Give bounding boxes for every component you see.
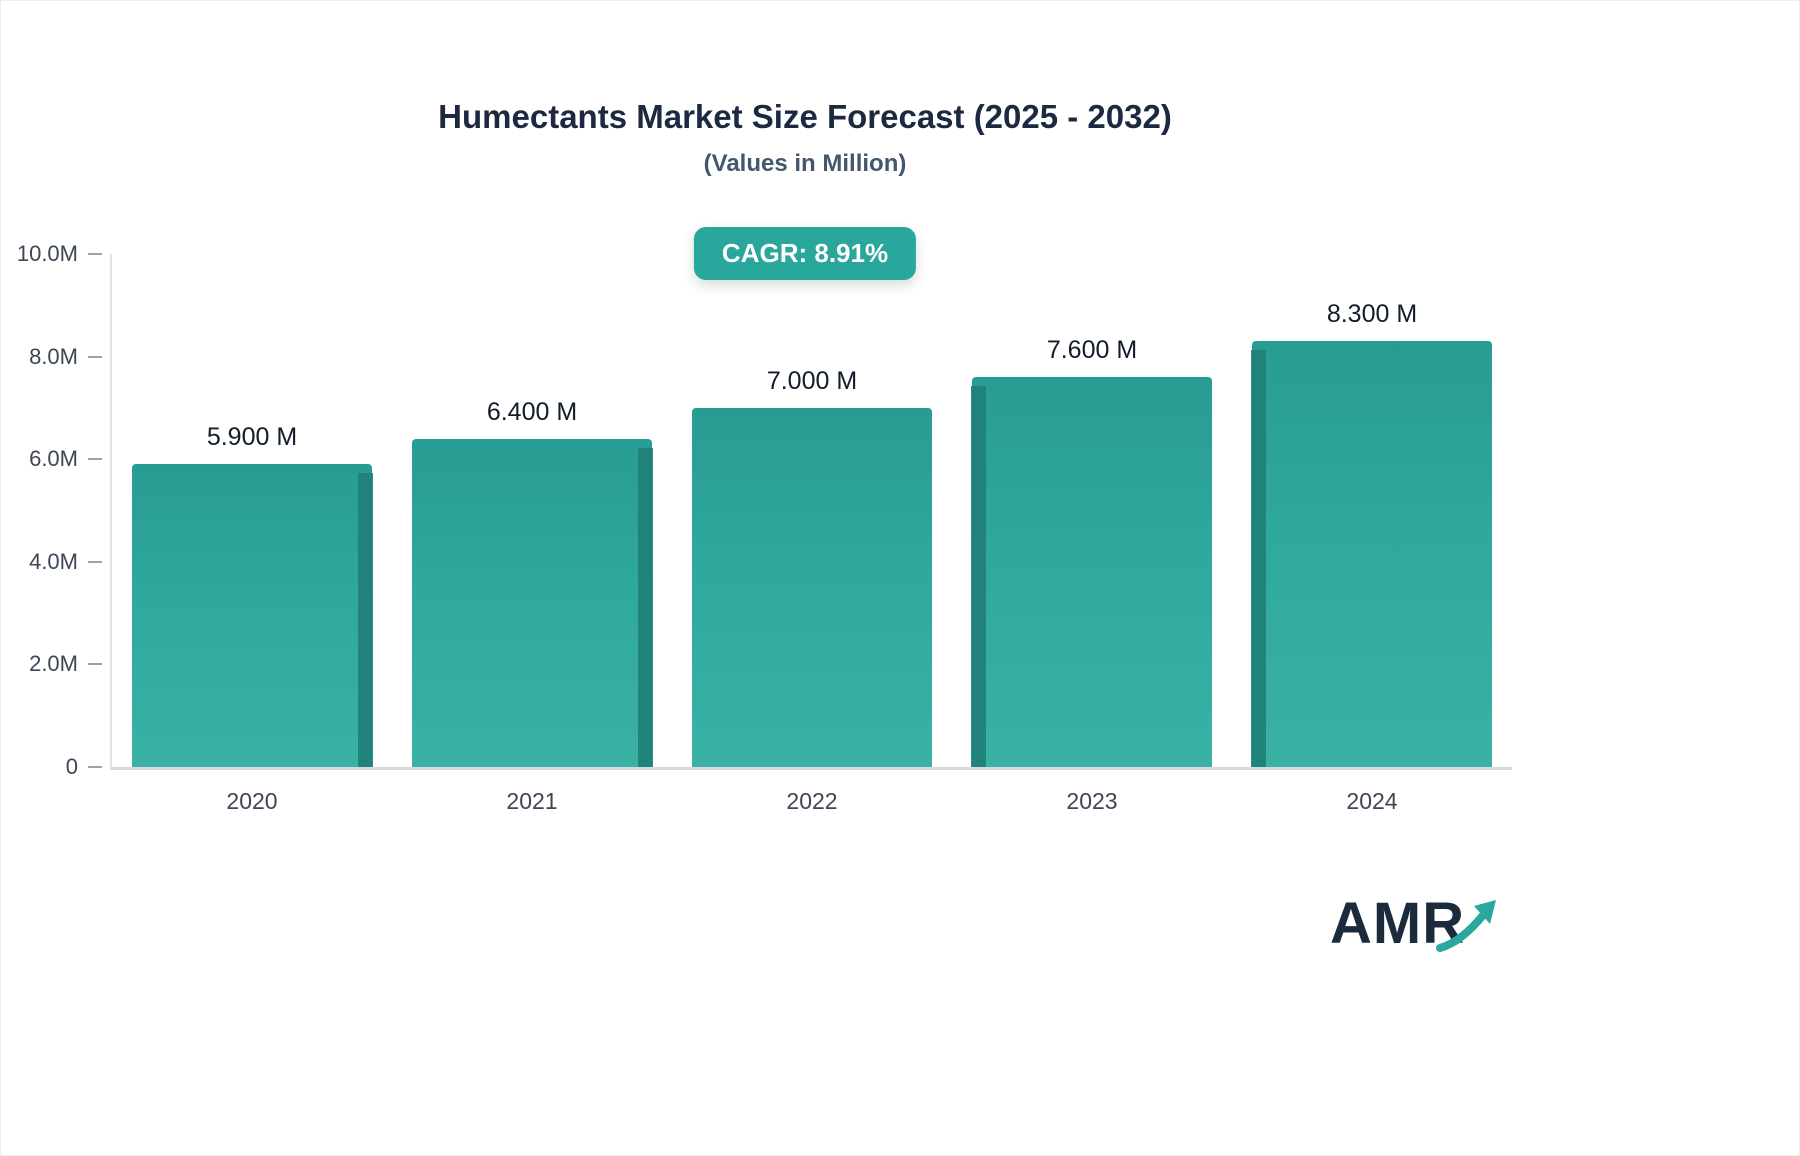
bar-value-label: 7.600 M: [1046, 336, 1138, 365]
cagr-badge: CAGR: 8.91%: [693, 227, 917, 280]
bar-slot: 5.900 M 2020: [112, 254, 392, 814]
bar-slot: 8.300 M 2024: [1232, 254, 1512, 814]
x-axis-label: 2023: [1066, 788, 1118, 814]
bar-slot: 6.400 M 2021: [392, 254, 672, 814]
y-tick-mark: [88, 560, 102, 563]
brand-logo: AMR: [1330, 892, 1496, 962]
plot-area: 0 2.0M 4.0M 6.0M 8.0M 10.0M 5.900 M 2020 6.400 …: [17, 241, 1512, 814]
bar-2023: 7.600 M: [971, 336, 1212, 767]
y-tick: 0: [66, 754, 102, 780]
y-tick-label: 4.0M: [29, 548, 78, 574]
y-tick-label: 10.0M: [16, 241, 78, 266]
y-tick-mark: [88, 766, 102, 768]
x-axis-label: 2020: [226, 788, 278, 814]
y-tick-label: 0: [65, 754, 78, 779]
trend-arrow-icon: [1436, 900, 1496, 952]
y-tick: 8.0M: [29, 344, 102, 370]
y-tick: 4.0M: [29, 549, 102, 575]
y-tick-mark: [88, 458, 102, 461]
y-tick-label: 6.0M: [29, 446, 78, 472]
y-tick: 2.0M: [29, 651, 102, 677]
bar-2021: 6.400 M: [412, 398, 653, 768]
y-tick-mark: [88, 663, 102, 666]
bar-series: 5.900 M 2020 6.400 M 2021 7.000 M 2022 7.600 M…: [112, 254, 1512, 814]
bar-value-label: 6.400 M: [486, 397, 578, 426]
bar-value-label: 8.300 M: [1326, 300, 1418, 329]
bar-2020: 5.900 M: [132, 423, 373, 767]
y-axis: 0 2.0M 4.0M 6.0M 8.0M 10.0M: [17, 241, 1512, 779]
bar-2024: 8.300 M: [1251, 300, 1492, 767]
bar-value-label: 5.900 M: [206, 423, 298, 452]
x-axis-label: 2024: [1346, 788, 1398, 814]
y-tick: 10.0M: [17, 241, 102, 267]
bar-value-label: 7.000 M: [766, 366, 858, 395]
y-tick-mark: [88, 355, 102, 358]
y-tick-label: 2.0M: [29, 651, 78, 677]
chart-subtitle: (Values in Million): [703, 150, 907, 177]
x-axis-label: 2021: [506, 788, 558, 814]
y-tick-label: 8.0M: [29, 343, 78, 369]
chart-title: Humectants Market Size Forecast (2025 - …: [438, 98, 1172, 135]
y-tick: 6.0M: [29, 446, 102, 472]
x-axis-label: 2022: [786, 788, 838, 814]
bar-slot: 7.600 M 2023: [952, 254, 1232, 814]
bar-slot: 7.000 M 2022: [672, 254, 952, 814]
bar-2022: 7.000 M: [692, 367, 932, 767]
y-tick-mark: [88, 253, 102, 255]
